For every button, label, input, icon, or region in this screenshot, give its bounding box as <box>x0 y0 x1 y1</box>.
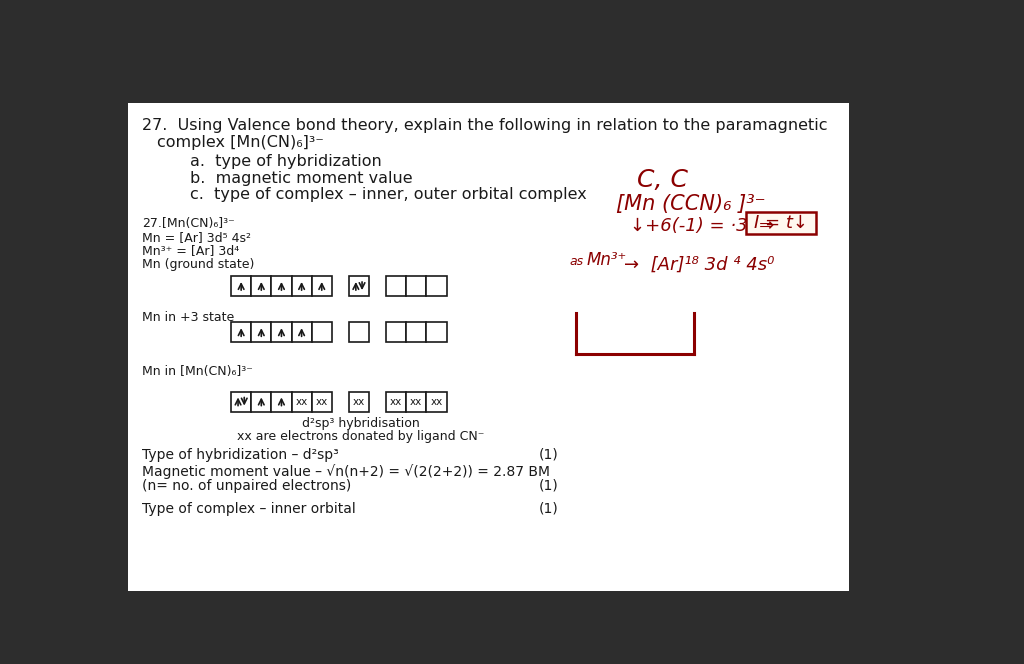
Text: Mn in +3 state: Mn in +3 state <box>142 311 234 323</box>
Bar <box>349 276 369 296</box>
Text: Mn³⁺: Mn³⁺ <box>587 252 627 270</box>
Bar <box>311 276 332 296</box>
Text: xx: xx <box>390 396 402 406</box>
Text: Type of complex – inner orbital: Type of complex – inner orbital <box>142 501 355 516</box>
Text: 27.  Using Valence bond theory, explain the following in relation to the paramag: 27. Using Valence bond theory, explain t… <box>142 118 827 133</box>
Bar <box>292 276 311 296</box>
Text: xx: xx <box>296 396 308 406</box>
Text: xx: xx <box>430 396 442 406</box>
Text: c.  type of complex – inner, outer orbital complex: c. type of complex – inner, outer orbita… <box>190 187 587 203</box>
Bar <box>311 322 332 342</box>
Bar <box>251 322 271 342</box>
Text: d²sp³ hybridisation: d²sp³ hybridisation <box>302 417 420 430</box>
Text: Type of hybridization – d²sp³: Type of hybridization – d²sp³ <box>142 448 339 461</box>
Bar <box>251 392 271 412</box>
Text: C, C: C, C <box>637 168 688 193</box>
Bar <box>231 322 251 342</box>
Text: xx: xx <box>411 396 423 406</box>
Text: →  [Ar]¹⁸ 3d ⁴ 4s⁰: → [Ar]¹⁸ 3d ⁴ 4s⁰ <box>624 255 774 274</box>
Text: b.  magnetic moment value: b. magnetic moment value <box>190 171 413 185</box>
Bar <box>849 80 922 591</box>
Bar <box>407 392 426 412</box>
Bar <box>251 276 271 296</box>
Bar <box>231 392 251 412</box>
Text: (1): (1) <box>539 479 558 493</box>
Text: xx are electrons donated by ligand CN⁻: xx are electrons donated by ligand CN⁻ <box>237 430 484 443</box>
Text: xx: xx <box>353 396 366 406</box>
Text: (1): (1) <box>539 501 558 516</box>
Text: [Mn (CCN)₆ ]³⁻: [Mn (CCN)₆ ]³⁻ <box>616 194 766 214</box>
Bar <box>426 322 446 342</box>
Text: Mn = [Ar] 3d⁵ 4s²: Mn = [Ar] 3d⁵ 4s² <box>142 230 251 244</box>
Text: ↓+6(-1) = ·3  ⇒: ↓+6(-1) = ·3 ⇒ <box>630 216 774 235</box>
Text: 27.[Mn(CN)₆]³⁻: 27.[Mn(CN)₆]³⁻ <box>142 216 234 230</box>
Text: Mn (ground state): Mn (ground state) <box>142 258 254 272</box>
Bar <box>311 392 332 412</box>
Bar <box>271 276 292 296</box>
Bar <box>271 322 292 342</box>
Text: Mn in [Mn(CN)₆]³⁻: Mn in [Mn(CN)₆]³⁻ <box>142 365 253 378</box>
Bar <box>386 276 407 296</box>
Text: (1): (1) <box>539 448 558 461</box>
Bar <box>386 322 407 342</box>
Bar <box>746 212 816 234</box>
Bar <box>407 322 426 342</box>
Text: a.  type of hybridization: a. type of hybridization <box>190 153 382 169</box>
Bar <box>426 276 446 296</box>
Bar <box>292 392 311 412</box>
Bar <box>231 276 251 296</box>
Bar <box>349 392 369 412</box>
Text: Magnetic moment value – √n(n+2) = √(2(2+2)) = 2.87 BM: Magnetic moment value – √n(n+2) = √(2(2+… <box>142 465 550 479</box>
Text: xx: xx <box>315 396 328 406</box>
Text: as: as <box>569 255 584 268</box>
Bar <box>407 276 426 296</box>
Bar <box>292 322 311 342</box>
Text: (n= no. of unpaired electrons): (n= no. of unpaired electrons) <box>142 479 351 493</box>
Text: I = t↓: I = t↓ <box>755 214 808 232</box>
Text: complex [Mn(CN)₆]³⁻: complex [Mn(CN)₆]³⁻ <box>158 135 325 150</box>
Bar <box>271 392 292 412</box>
Bar <box>426 392 446 412</box>
Bar <box>386 392 407 412</box>
Bar <box>128 80 922 103</box>
Bar <box>349 322 369 342</box>
Text: Mn³⁺ = [Ar] 3d⁴: Mn³⁺ = [Ar] 3d⁴ <box>142 244 240 258</box>
